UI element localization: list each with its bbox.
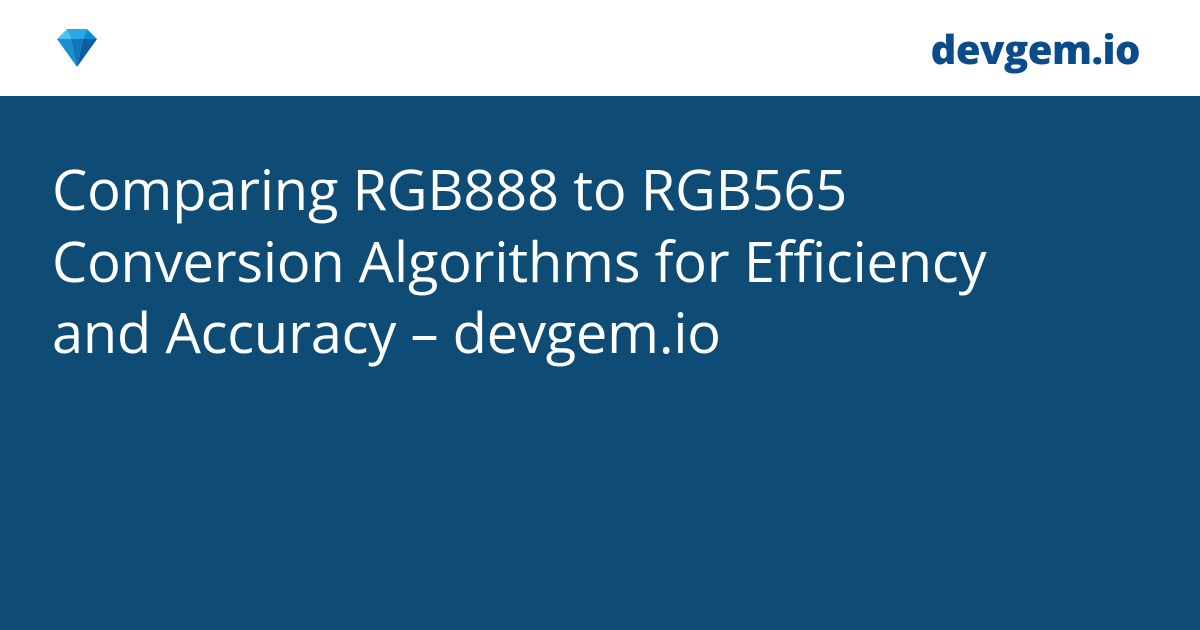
header-bar: devgem.io <box>0 0 1200 96</box>
page-title: Comparing RGB888 to RGB565 Conversion Al… <box>52 154 1052 369</box>
gem-icon <box>52 27 102 69</box>
brand-text: devgem.io <box>931 21 1140 76</box>
hero-section: Comparing RGB888 to RGB565 Conversion Al… <box>0 96 1200 630</box>
social-card: devgem.io Comparing RGB888 to RGB565 Con… <box>0 0 1200 630</box>
